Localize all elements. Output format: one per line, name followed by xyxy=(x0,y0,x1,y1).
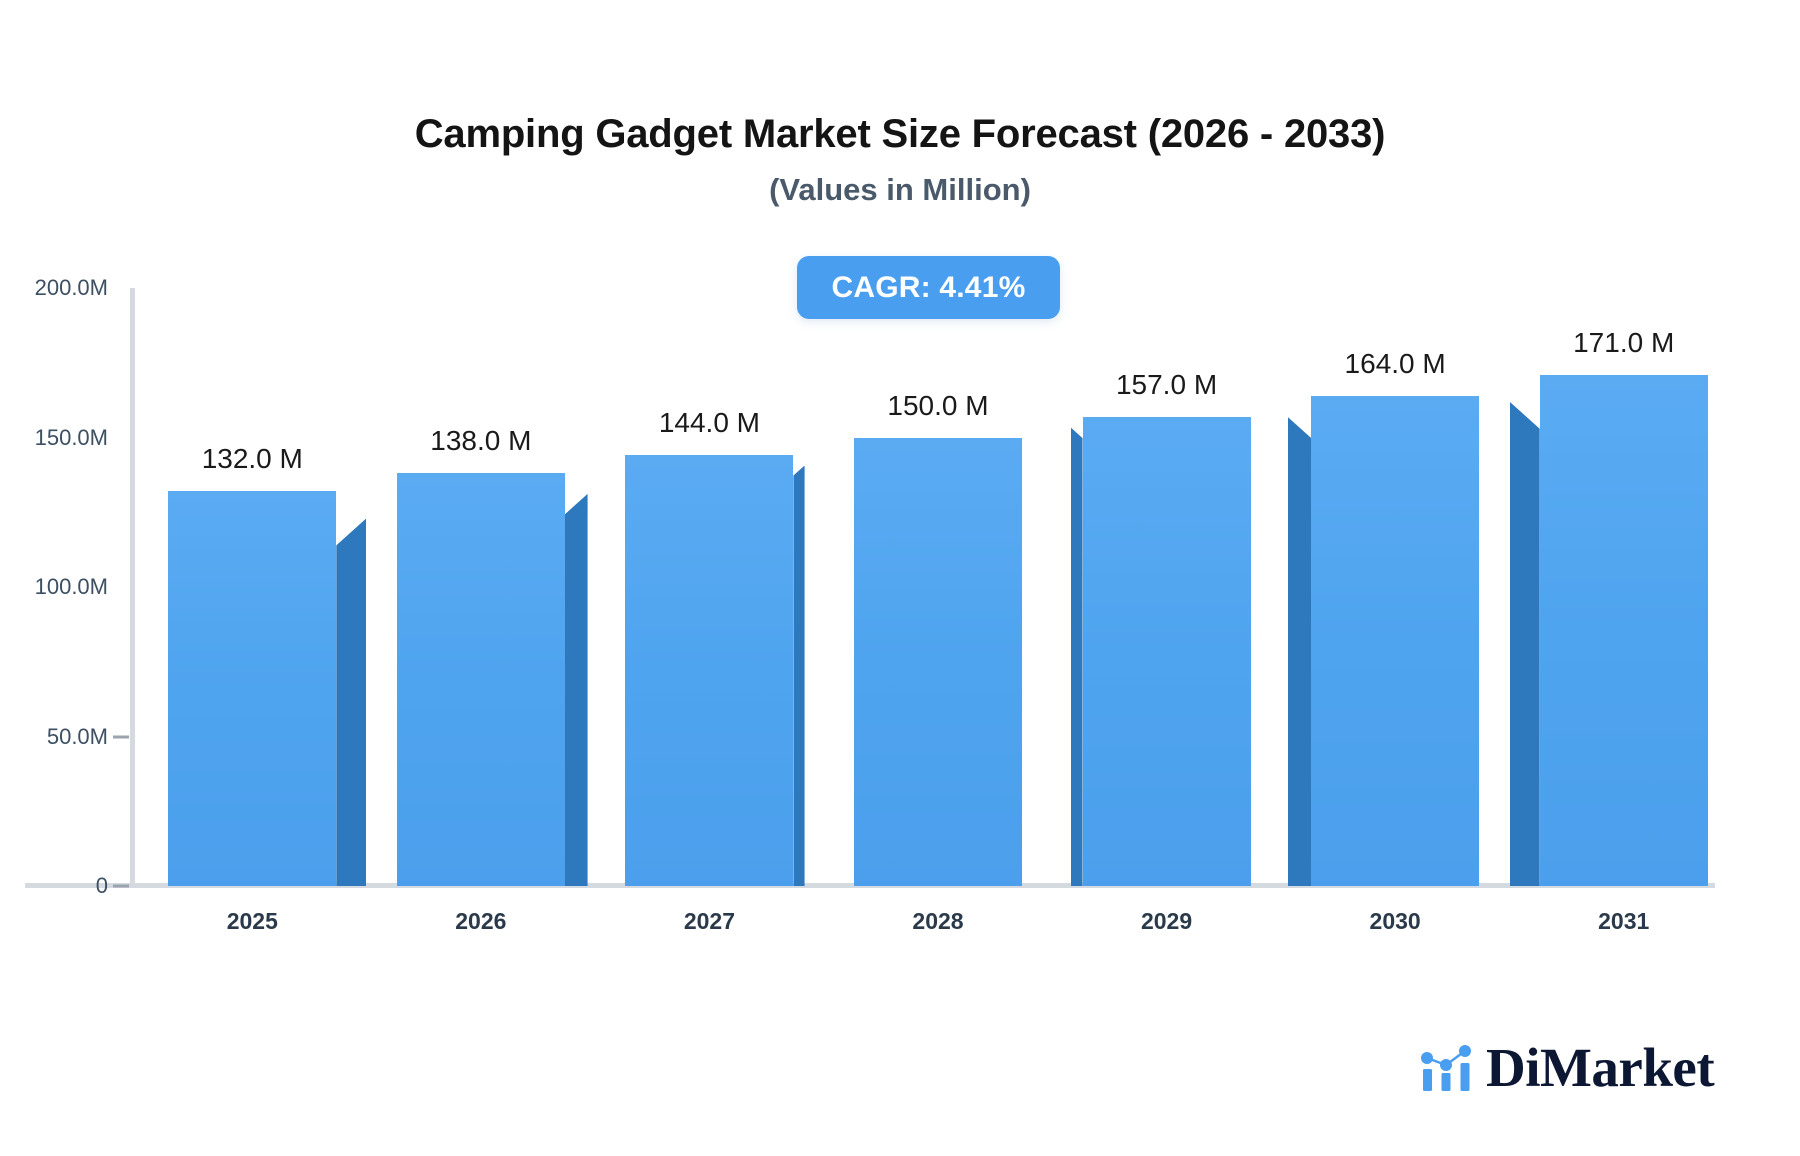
x-axis-tick-label: 2026 xyxy=(455,908,507,934)
bar-side-face xyxy=(1070,427,1083,886)
bar-value-label: 138.0 M xyxy=(430,425,532,457)
x-axis-tick-label: 2027 xyxy=(683,908,736,934)
chart-subtitle: (Values in Million) xyxy=(769,172,1031,207)
page-title: Camping Gadget Market Size Forecast (202… xyxy=(414,112,1386,156)
bar-side-face xyxy=(1509,401,1540,886)
x-axis-tick-label: 2029 xyxy=(1140,908,1193,934)
y-axis-tick-mark xyxy=(113,884,129,888)
bar-front-face xyxy=(625,455,794,886)
y-axis-tick-label: 0 xyxy=(95,873,108,898)
x-axis-tick-label: 2031 xyxy=(1598,908,1650,934)
bar-value-label: 171.0 M xyxy=(1573,326,1675,358)
bar-value-label: 132.0 M xyxy=(201,443,303,475)
bar-value-label: 144.0 M xyxy=(658,407,760,439)
x-axis-tick-label: 2025 xyxy=(226,908,278,934)
bar-side-face xyxy=(336,518,367,886)
brand-logo: DiMarket xyxy=(1420,1037,1715,1098)
y-axis-tick-label: 200.0M xyxy=(34,275,108,300)
bar[interactable] xyxy=(1287,395,1480,886)
bar-value-label: 157.0 M xyxy=(1115,368,1218,400)
y-axis-tick-mark xyxy=(113,735,129,738)
y-axis-tick-label: 50.0M xyxy=(46,723,108,749)
bar[interactable] xyxy=(854,437,1022,886)
bar[interactable] xyxy=(1070,416,1251,886)
bar-value-label: 150.0 M xyxy=(887,389,989,421)
bar[interactable] xyxy=(396,473,588,886)
bar-front-face xyxy=(396,473,565,886)
x-axis-tick-label: 2030 xyxy=(1369,908,1421,934)
x-axis-tick-label: 2028 xyxy=(912,908,964,934)
brand-logo-text: DiMarket xyxy=(1486,1037,1715,1098)
cagr-badge-label: CAGR: 4.41% xyxy=(831,270,1026,304)
bar-front-face xyxy=(1539,374,1708,886)
y-axis-line xyxy=(130,288,135,886)
bar-value-label: 164.0 M xyxy=(1344,347,1446,379)
plot-area xyxy=(130,288,1730,886)
bar-chart-logo-icon xyxy=(1421,1044,1471,1091)
bar-side-face xyxy=(793,465,805,886)
bar[interactable] xyxy=(168,491,367,886)
bar-side-face xyxy=(564,493,588,886)
y-axis-tick-label: 100.0M xyxy=(34,574,108,599)
bar-side-face xyxy=(1287,416,1312,886)
bar-front-face xyxy=(1082,416,1251,886)
bar[interactable] xyxy=(1509,374,1708,886)
bar-front-face xyxy=(168,491,337,886)
bar[interactable] xyxy=(625,455,805,886)
y-axis-tick-label: 150.0M xyxy=(34,424,108,450)
bar-front-face xyxy=(1311,395,1480,886)
cagr-badge: CAGR: 4.41% xyxy=(797,256,1060,319)
bar-front-face xyxy=(854,437,1022,886)
